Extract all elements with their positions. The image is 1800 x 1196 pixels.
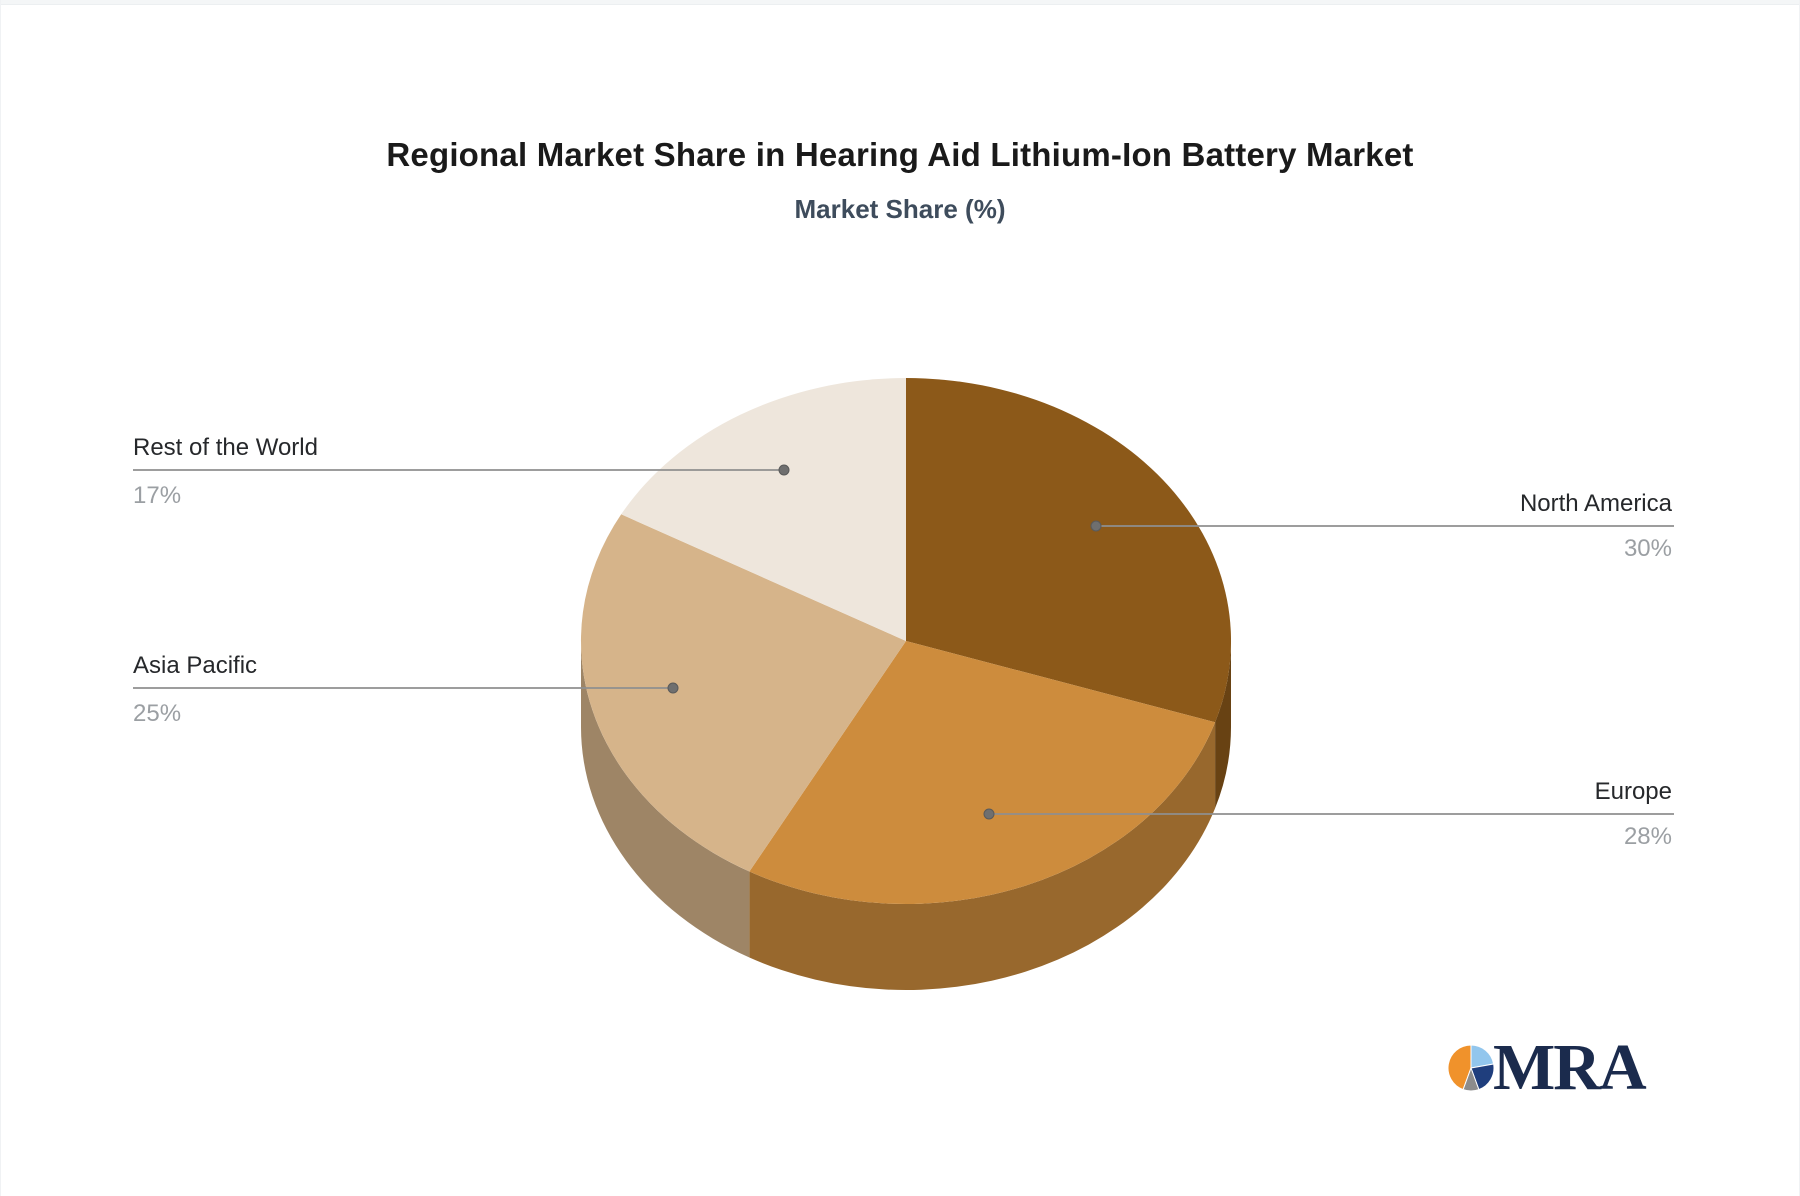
callout-dot-rest-of-the-world xyxy=(778,464,790,476)
callout-value-north-america: 30% xyxy=(1623,535,1672,562)
callout-label-north-america: North America xyxy=(1519,490,1672,517)
mra-logo-pie-icon xyxy=(1447,1044,1495,1092)
window-top-strip xyxy=(1,0,1799,5)
pie-slice-asia-pacific[interactable] xyxy=(580,514,906,872)
callout-dot-europe xyxy=(983,808,995,820)
pie-slice-europe[interactable] xyxy=(749,641,1216,905)
callout-value-asia-pacific: 25% xyxy=(133,700,182,727)
mra-logo-text: MRA xyxy=(1493,1031,1647,1104)
chart-subtitle: Market Share (%) xyxy=(794,194,1006,224)
mra-logo: MRA xyxy=(1445,1028,1675,1108)
callout-connectors xyxy=(133,464,1674,820)
callout-label-rest-of-the-world: Rest of the World xyxy=(133,434,318,461)
callout-value-europe: 28% xyxy=(1623,823,1672,850)
callout-value-rest-of-the-world: 17% xyxy=(133,482,182,509)
logo-pie-segment-light-blue xyxy=(1470,1044,1495,1069)
pie-slice-rest-of-the-world[interactable] xyxy=(621,378,906,641)
callout-dot-north-america xyxy=(1090,520,1102,532)
pie-slices xyxy=(580,378,1232,905)
callout-dot-asia-pacific xyxy=(667,682,679,694)
callout-label-asia-pacific: Asia Pacific xyxy=(133,652,258,679)
pie-slice-north-america[interactable] xyxy=(906,378,1232,723)
pie-3d-sides xyxy=(581,641,1231,991)
pie-slice-side-europe xyxy=(749,722,1216,991)
pie-slice-side-asia-pacific xyxy=(581,641,750,958)
logo-pie-segment-gray xyxy=(1462,1066,1480,1092)
callout-label-europe: Europe xyxy=(1594,778,1672,805)
logo-pie-segment-orange xyxy=(1447,1044,1472,1091)
pie-slice-side-north-america xyxy=(1215,641,1231,809)
chart-title: Regional Market Share in Hearing Aid Lit… xyxy=(386,136,1414,173)
